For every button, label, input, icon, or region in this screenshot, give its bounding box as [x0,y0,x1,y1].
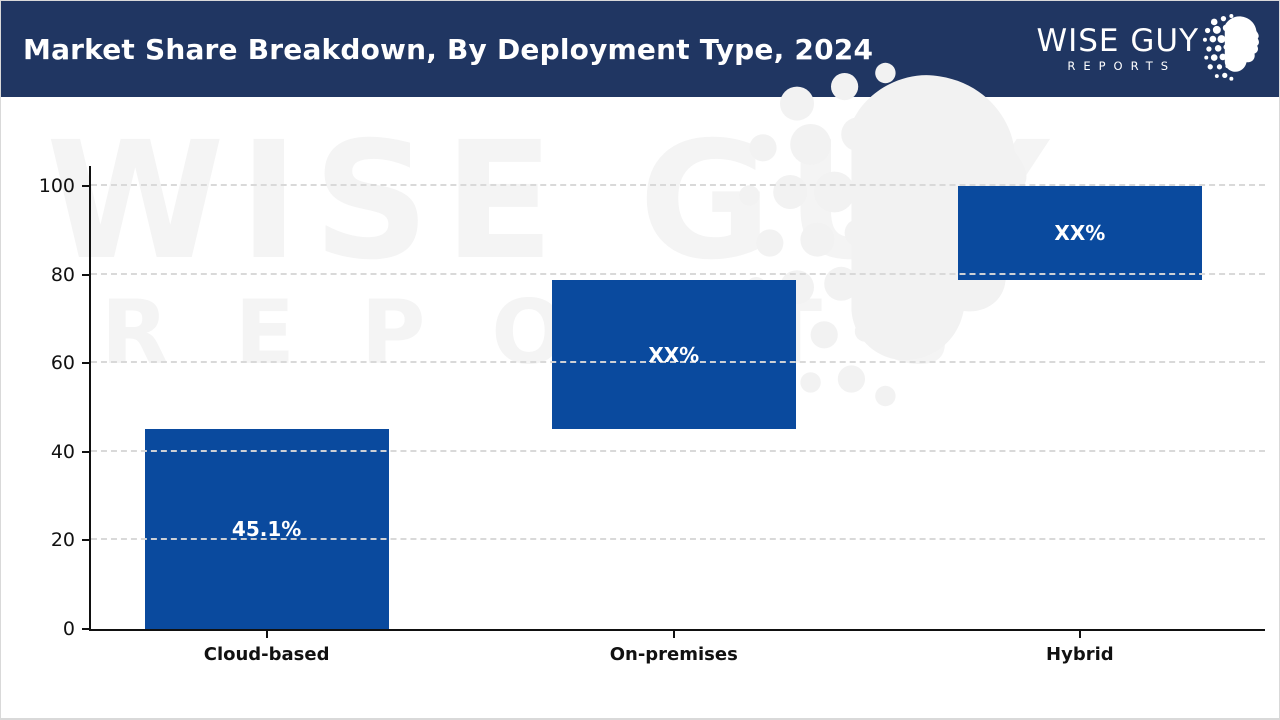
y-tick-label: 40 [50,440,75,463]
x-axis-tick [672,630,675,638]
y-tick-label: 60 [50,352,75,375]
bar [144,429,389,629]
x-axis-tick [265,630,268,638]
y-tick-label: 20 [50,529,75,552]
y-axis-tick [82,628,90,630]
y-tick-label: 100 [38,175,75,197]
y-axis-tick [82,273,90,276]
header: Market Share Breakdown, By Deployment Ty… [1,1,1279,97]
x-category-label: On-premises [609,644,738,665]
y-axis-tick [82,539,90,542]
wiseguy-logo-text: WISE GUY REPORTS [1036,22,1199,73]
y-axis-tick [82,450,90,453]
bar-value-label: 45.1% [231,517,302,542]
x-category-label: Hybrid [1046,644,1114,665]
plot-area: 0 20 40 60 80 100 45.1% Cloud-based XX% On-premis… [39,166,1265,665]
bar-value-label: XX% [1054,220,1106,245]
y-axis-tick [82,185,90,187]
x-category-label: Cloud-based [203,644,330,665]
bar-value-label: XX% [648,342,700,367]
bar [551,279,796,430]
y-tick-label: 0 [62,618,75,640]
wiseguy-face-icon [1202,14,1259,81]
wiseguy-logo: WISE GUY REPORTS [1036,6,1267,92]
x-axis-tick [1078,630,1081,638]
y-axis-tick [82,362,90,365]
logo-subtitle: REPORTS [1067,58,1177,73]
logo-wordmark: WISE GUY [1036,22,1199,59]
chart-title: Market Share Breakdown, By Deployment Ty… [23,32,874,66]
y-tick-label: 80 [50,263,75,286]
